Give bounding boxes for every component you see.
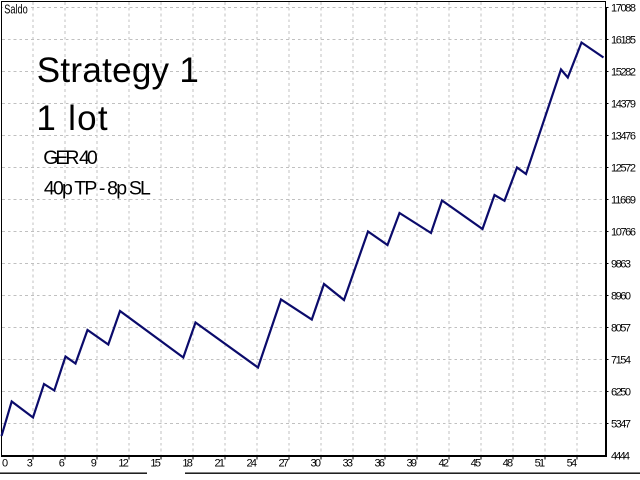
- svg-text:9: 9: [91, 458, 97, 470]
- svg-text:15282: 15282: [611, 67, 636, 79]
- svg-text:12: 12: [118, 458, 129, 470]
- svg-text:30: 30: [311, 458, 322, 470]
- svg-text:6: 6: [59, 458, 65, 470]
- svg-text:42: 42: [439, 458, 450, 470]
- svg-text:54: 54: [567, 458, 578, 470]
- svg-text:12572: 12572: [611, 163, 636, 175]
- svg-text:GER 40: GER 40: [43, 147, 98, 169]
- svg-text:45: 45: [471, 458, 482, 470]
- svg-text:27: 27: [279, 458, 290, 470]
- svg-text:9863: 9863: [611, 259, 631, 271]
- svg-text:Strategy 1: Strategy 1: [37, 51, 199, 90]
- svg-text:7154: 7154: [611, 355, 631, 367]
- svg-text:8057: 8057: [611, 323, 631, 335]
- svg-text:5347: 5347: [611, 419, 631, 431]
- svg-text:48: 48: [503, 458, 514, 470]
- svg-text:40p TP - 8p SL: 40p TP - 8p SL: [44, 178, 151, 200]
- svg-text:3: 3: [27, 458, 33, 470]
- svg-text:6250: 6250: [611, 387, 631, 399]
- svg-text:1 lot: 1 lot: [36, 99, 107, 138]
- svg-text:36: 36: [375, 458, 386, 470]
- svg-text:14379: 14379: [611, 99, 636, 111]
- svg-text:21: 21: [215, 458, 226, 470]
- svg-text:11669: 11669: [611, 195, 636, 207]
- svg-text:17088: 17088: [611, 3, 636, 15]
- svg-text:51: 51: [535, 458, 546, 470]
- svg-text:10766: 10766: [611, 227, 636, 239]
- svg-text:33: 33: [343, 458, 354, 470]
- svg-text:4444: 4444: [611, 451, 630, 463]
- svg-text:0: 0: [2, 458, 8, 470]
- svg-text:Saldo: Saldo: [4, 2, 28, 16]
- svg-text:15: 15: [150, 458, 161, 470]
- svg-text:39: 39: [407, 458, 418, 470]
- svg-text:18: 18: [182, 458, 193, 470]
- svg-text:24: 24: [247, 458, 258, 470]
- svg-text:16185: 16185: [611, 35, 636, 47]
- svg-text:8960: 8960: [611, 291, 631, 303]
- svg-text:13476: 13476: [611, 131, 636, 143]
